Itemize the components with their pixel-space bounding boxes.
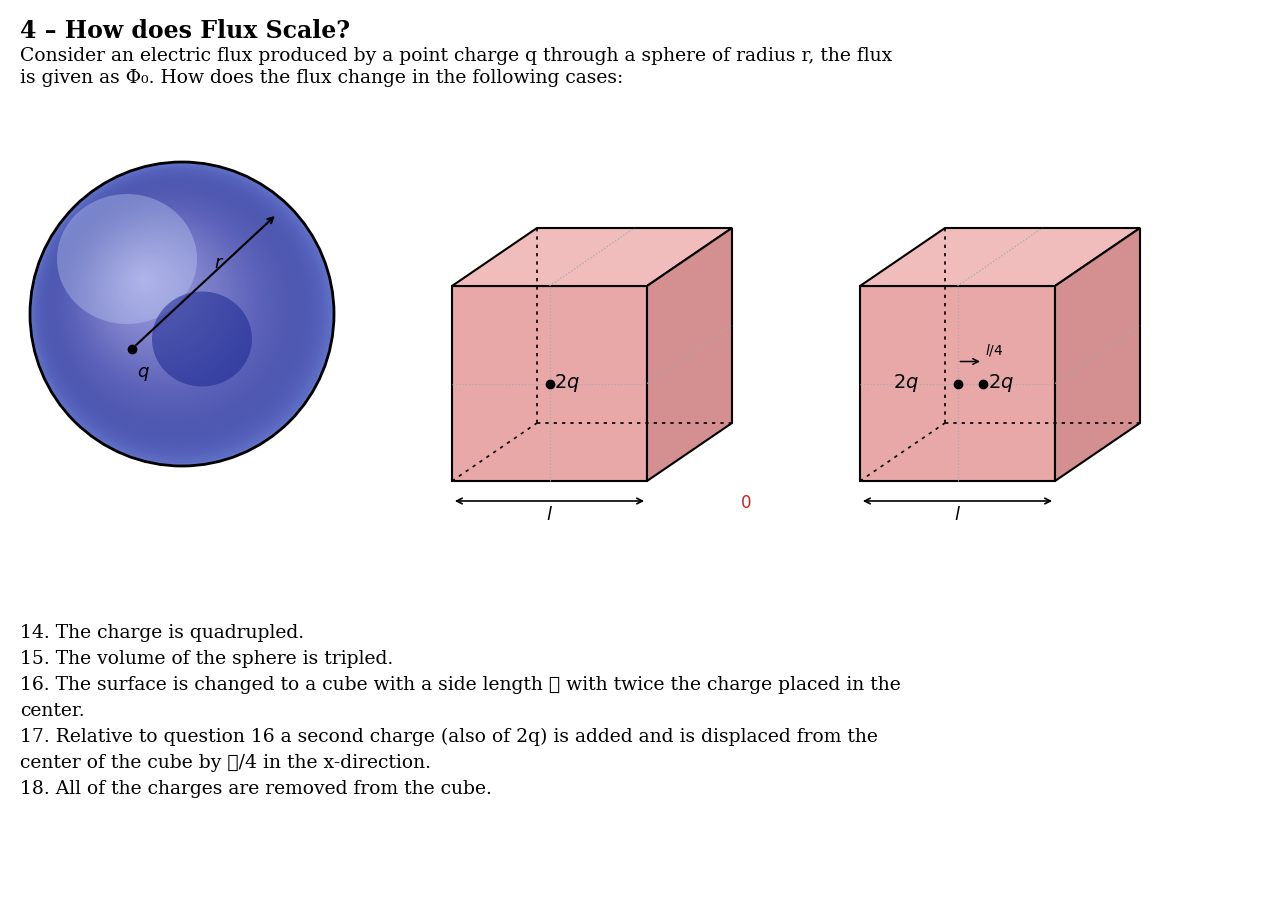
Ellipse shape xyxy=(44,177,308,441)
Text: center.: center. xyxy=(20,702,85,720)
Text: $l$: $l$ xyxy=(954,506,961,524)
Ellipse shape xyxy=(82,217,245,379)
Ellipse shape xyxy=(39,172,318,450)
Ellipse shape xyxy=(114,250,190,325)
Ellipse shape xyxy=(47,179,306,438)
Ellipse shape xyxy=(67,201,270,403)
Polygon shape xyxy=(647,228,732,481)
Text: $2q$: $2q$ xyxy=(988,372,1014,394)
Ellipse shape xyxy=(56,189,289,423)
Polygon shape xyxy=(451,228,732,286)
Ellipse shape xyxy=(110,246,197,332)
Ellipse shape xyxy=(141,277,146,282)
Ellipse shape xyxy=(60,193,283,416)
Ellipse shape xyxy=(90,224,232,367)
Ellipse shape xyxy=(51,184,299,432)
Text: $l$: $l$ xyxy=(547,506,553,524)
Ellipse shape xyxy=(99,234,216,351)
Ellipse shape xyxy=(30,162,333,466)
Ellipse shape xyxy=(48,181,302,435)
Ellipse shape xyxy=(123,259,174,311)
Text: Consider an electric flux produced by a point charge q through a sphere of radiu: Consider an electric flux produced by a … xyxy=(20,47,893,65)
Ellipse shape xyxy=(34,166,327,460)
Text: 15. The volume of the sphere is tripled.: 15. The volume of the sphere is tripled. xyxy=(20,650,393,668)
Ellipse shape xyxy=(52,186,295,428)
Ellipse shape xyxy=(94,228,226,360)
Ellipse shape xyxy=(79,212,251,385)
Ellipse shape xyxy=(118,254,184,320)
Text: $2q$: $2q$ xyxy=(894,372,919,394)
Ellipse shape xyxy=(75,209,257,391)
Ellipse shape xyxy=(87,222,235,369)
Text: 18. All of the charges are removed from the cube.: 18. All of the charges are removed from … xyxy=(20,780,492,798)
Ellipse shape xyxy=(131,267,161,298)
Text: is given as Φ₀. How does the flux change in the following cases:: is given as Φ₀. How does the flux change… xyxy=(20,69,624,87)
Text: $0$: $0$ xyxy=(741,494,752,512)
Ellipse shape xyxy=(122,257,178,313)
Text: 14. The charge is quadrupled.: 14. The charge is quadrupled. xyxy=(20,624,304,642)
Text: $r$: $r$ xyxy=(213,255,224,273)
Ellipse shape xyxy=(66,199,273,407)
Ellipse shape xyxy=(57,194,197,324)
Ellipse shape xyxy=(43,176,312,444)
Ellipse shape xyxy=(108,244,199,335)
Ellipse shape xyxy=(58,191,287,419)
Text: $l/4$: $l/4$ xyxy=(985,342,1003,357)
Ellipse shape xyxy=(70,203,266,401)
Ellipse shape xyxy=(119,255,180,316)
Ellipse shape xyxy=(98,233,219,354)
Ellipse shape xyxy=(134,271,155,291)
Ellipse shape xyxy=(32,164,331,463)
Ellipse shape xyxy=(112,248,193,329)
Ellipse shape xyxy=(95,231,222,357)
Ellipse shape xyxy=(30,162,333,466)
Ellipse shape xyxy=(138,275,148,285)
Ellipse shape xyxy=(133,269,158,295)
Text: $q$: $q$ xyxy=(137,365,150,383)
Ellipse shape xyxy=(80,215,247,382)
Text: 16. The surface is changed to a cube with a side length ℓ with twice the charge : 16. The surface is changed to a cube wit… xyxy=(20,676,900,694)
Ellipse shape xyxy=(101,236,213,347)
Polygon shape xyxy=(451,286,647,481)
Ellipse shape xyxy=(115,252,186,323)
Polygon shape xyxy=(860,228,1140,286)
Ellipse shape xyxy=(62,195,280,413)
Ellipse shape xyxy=(36,168,325,457)
Polygon shape xyxy=(860,286,1055,481)
Ellipse shape xyxy=(63,197,276,410)
Ellipse shape xyxy=(86,221,238,372)
Ellipse shape xyxy=(91,226,228,363)
Ellipse shape xyxy=(129,266,165,301)
Ellipse shape xyxy=(105,240,205,341)
Ellipse shape xyxy=(41,174,314,448)
Text: $2q$: $2q$ xyxy=(554,372,581,394)
Ellipse shape xyxy=(127,264,167,304)
Ellipse shape xyxy=(103,238,209,345)
Ellipse shape xyxy=(126,261,171,307)
Ellipse shape xyxy=(152,291,252,387)
Ellipse shape xyxy=(38,170,321,454)
Ellipse shape xyxy=(107,242,203,338)
Text: center of the cube by ℓ/4 in the x-direction.: center of the cube by ℓ/4 in the x-direc… xyxy=(20,754,431,772)
Text: 17. Relative to question 16 a second charge (also of 2q) is added and is displac: 17. Relative to question 16 a second cha… xyxy=(20,728,877,746)
Ellipse shape xyxy=(71,205,264,397)
Ellipse shape xyxy=(74,207,260,394)
Ellipse shape xyxy=(84,219,241,376)
Ellipse shape xyxy=(137,273,152,289)
Polygon shape xyxy=(1055,228,1140,481)
Ellipse shape xyxy=(76,210,254,388)
Ellipse shape xyxy=(55,187,293,425)
Text: 4 – How does Flux Scale?: 4 – How does Flux Scale? xyxy=(20,19,350,43)
